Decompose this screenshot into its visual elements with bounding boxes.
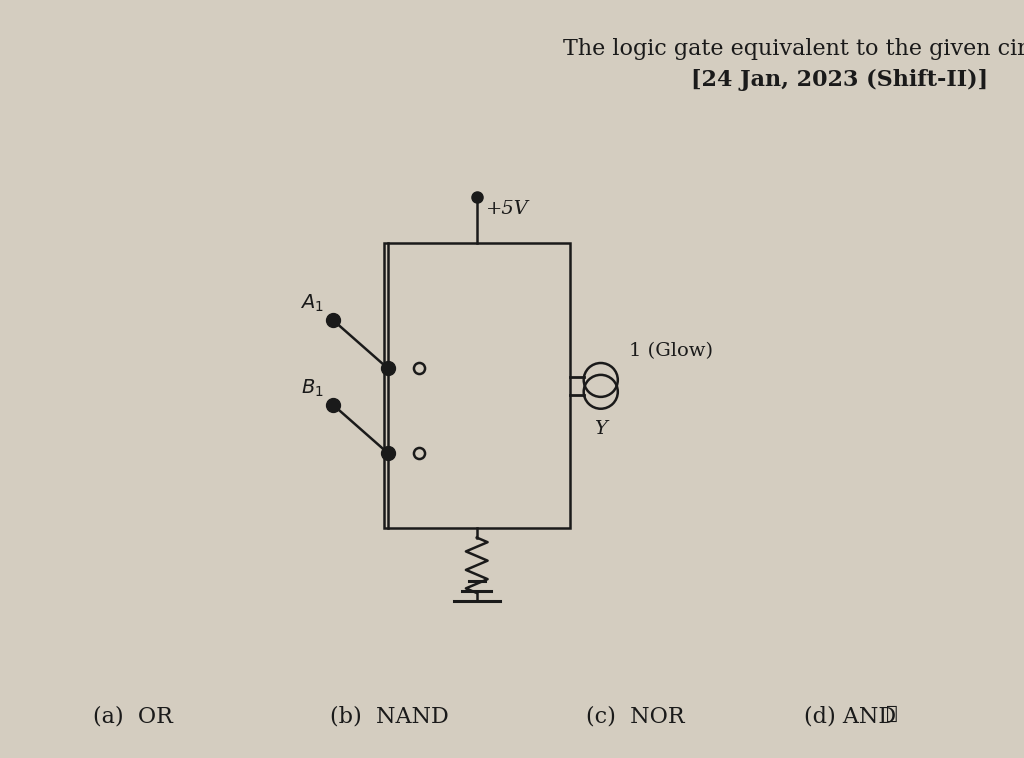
- Text: +5V: +5V: [486, 200, 529, 218]
- Text: (d) AND: (d) AND: [804, 705, 896, 728]
- Text: (a)  OR: (a) OR: [93, 705, 173, 728]
- Text: (c)  NOR: (c) NOR: [586, 705, 684, 728]
- Text: ✓: ✓: [886, 705, 897, 723]
- Text: $B_1$: $B_1$: [301, 377, 324, 399]
- Text: Y: Y: [594, 420, 607, 438]
- Text: The logic gate equivalent to the given circuit diagram is:: The logic gate equivalent to the given c…: [563, 38, 1024, 61]
- Text: (b)  NAND: (b) NAND: [330, 705, 449, 728]
- Bar: [384, 243, 569, 528]
- Text: $A_1$: $A_1$: [300, 293, 324, 315]
- Text: [24 Jan, 2023 (Shift-II)]: [24 Jan, 2023 (Shift-II)]: [691, 68, 988, 91]
- Text: 1 (Glow): 1 (Glow): [630, 342, 714, 360]
